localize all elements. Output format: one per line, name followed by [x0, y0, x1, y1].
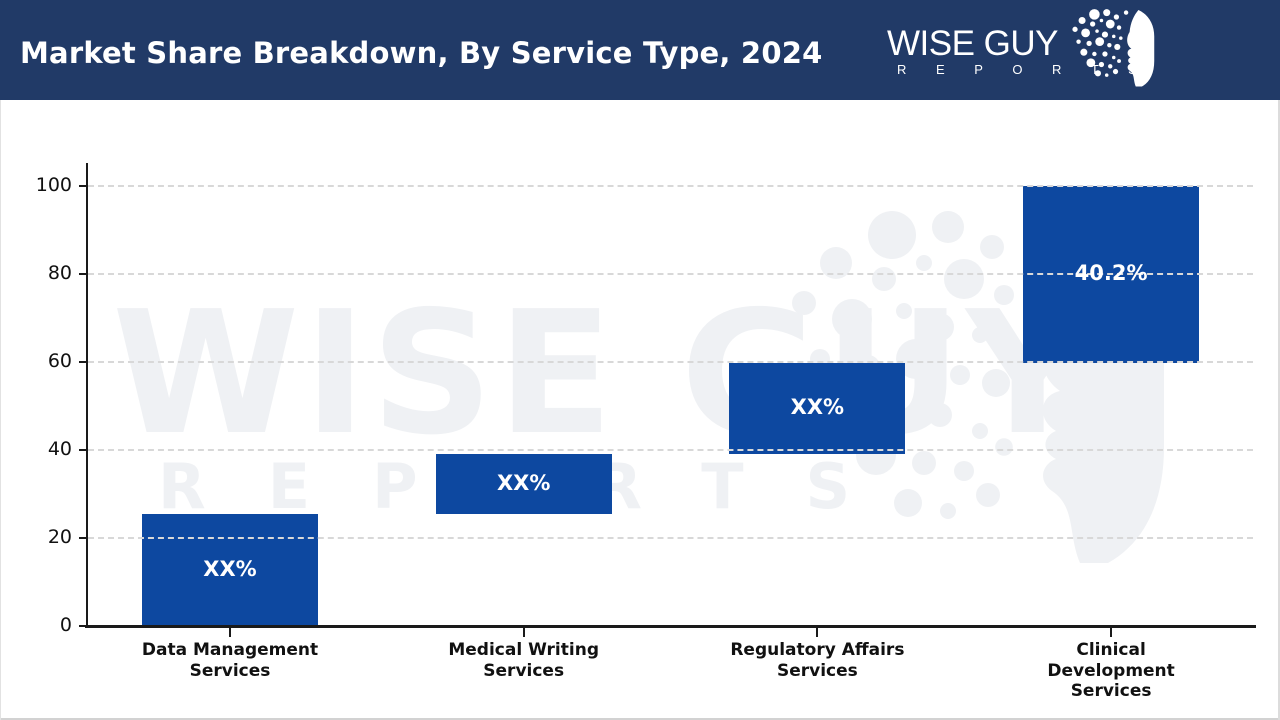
y-tick-mark	[79, 449, 87, 451]
y-axis-line	[86, 163, 88, 627]
header-bar: Market Share Breakdown, By Service Type,…	[0, 0, 1280, 100]
brand-face-icon	[1072, 9, 1155, 87]
gridline-100	[88, 185, 1253, 187]
image-right-border	[1278, 100, 1280, 720]
y-tick-label: 0	[59, 614, 72, 636]
x-category-label: Regulatory Affairs Services	[730, 640, 905, 681]
brand-logo: WISE GUY R E P O R T S	[887, 0, 1280, 100]
y-tick-label: 100	[35, 174, 72, 196]
y-tick-mark	[79, 625, 87, 627]
chart-title: Market Share Breakdown, By Service Type,…	[20, 36, 823, 70]
y-tick-label: 20	[47, 526, 72, 548]
gridline-80	[88, 273, 1253, 275]
x-axis-line	[85, 625, 1256, 628]
y-tick-label: 80	[47, 262, 72, 284]
bar-value-label: XX%	[203, 557, 257, 582]
gridline-60	[88, 361, 1253, 363]
x-tick-mark	[522, 628, 525, 637]
x-category-label: Data Management Services	[141, 640, 319, 681]
y-tick-mark	[79, 537, 87, 539]
gridline-20	[88, 537, 1253, 539]
gridline-40	[88, 449, 1253, 451]
bar-value-label: 40.2%	[1074, 261, 1148, 286]
image-bottom-border	[0, 718, 1280, 720]
y-tick-mark	[79, 185, 87, 187]
image-left-border	[0, 100, 1, 720]
x-category-label: Clinical Development Services	[1047, 640, 1175, 702]
y-tick-mark	[79, 361, 87, 363]
y-tick-label: 40	[47, 438, 72, 460]
y-tick-label: 60	[47, 350, 72, 372]
bar-segment	[142, 514, 318, 626]
x-tick-mark	[229, 628, 231, 637]
x-tick-mark	[1110, 628, 1113, 637]
bar-value-label: XX%	[496, 470, 551, 495]
y-tick-mark	[79, 273, 87, 275]
brand-logo-name: WISE GUY	[887, 24, 1059, 63]
x-tick-mark	[816, 628, 819, 637]
bar-segment	[435, 453, 612, 515]
brand-logo-subtitle: R E P O R T S	[897, 62, 1150, 77]
bar-value-label: XX%	[790, 395, 845, 420]
x-category-label: Medical Writing Services	[448, 640, 599, 681]
